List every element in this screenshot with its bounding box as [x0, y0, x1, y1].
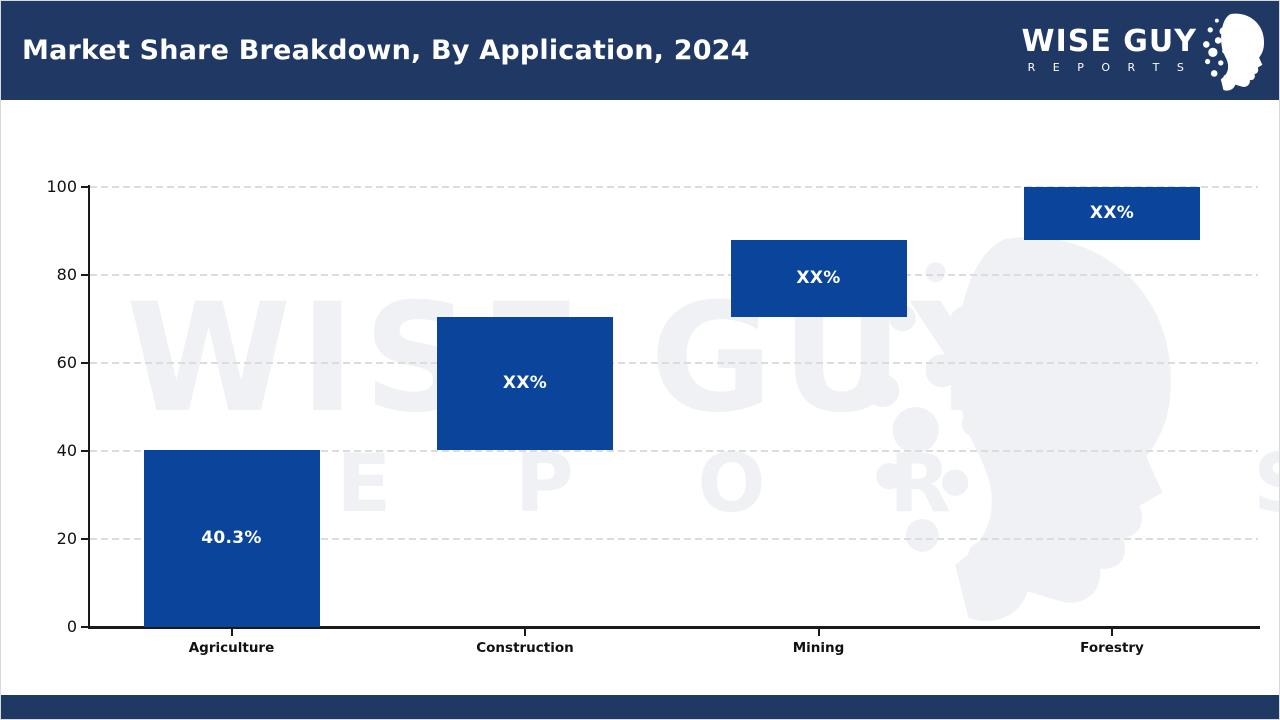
y-tick-label: 80	[56, 265, 77, 284]
x-tick-label: Forestry	[1080, 640, 1144, 656]
brand-subname: R E P O R T S	[1027, 61, 1191, 74]
footer-band	[1, 695, 1279, 719]
brand-logo-text: WISE GUY R E P O R T S	[1021, 24, 1197, 75]
bar-value-label: XX%	[502, 373, 548, 394]
wiseguy-face-icon	[1201, 10, 1267, 92]
bar-forestry: XX%	[1024, 187, 1200, 240]
y-tick-mark	[81, 538, 88, 540]
x-tick-mark	[524, 629, 526, 636]
header-band: Market Share Breakdown, By Application, …	[1, 1, 1280, 100]
y-tick-label: 20	[56, 529, 77, 548]
brand-logo: WISE GUY R E P O R T S	[1021, 10, 1280, 92]
y-tick-mark	[81, 626, 88, 628]
bar-value-label: XX%	[1089, 203, 1135, 224]
gridline	[90, 538, 1258, 540]
bar-value-label: XX%	[796, 268, 841, 289]
watermark-brand-subname: R E P O R T S	[151, 437, 1280, 530]
y-tick-label: 60	[56, 353, 77, 372]
bar-mining: XX%	[730, 239, 907, 317]
x-tick-label: Construction	[476, 640, 574, 656]
brand-name: WISE GUY	[1021, 24, 1197, 59]
bar-value-label: 40.3%	[201, 528, 262, 549]
x-tick-label: Mining	[792, 640, 845, 656]
gridline	[90, 274, 1258, 276]
x-tick-label: Agriculture	[188, 640, 275, 656]
y-tick-mark	[81, 274, 88, 276]
y-axis-spine	[88, 185, 90, 628]
y-tick-mark	[81, 362, 88, 364]
x-axis-spine	[88, 626, 1260, 629]
x-tick-mark	[1111, 629, 1113, 636]
y-tick-label: 40	[56, 441, 77, 460]
bar-construction: XX%	[437, 316, 613, 450]
x-tick-mark	[817, 629, 820, 636]
gridline	[90, 186, 1258, 188]
gridline	[90, 450, 1258, 452]
y-tick-mark	[81, 186, 88, 188]
page-title: Market Share Breakdown, By Application, …	[22, 35, 750, 66]
x-tick-mark	[230, 629, 233, 636]
bar-agriculture: 40.3%	[143, 449, 320, 627]
y-tick-mark	[81, 450, 88, 452]
y-tick-label: 0	[66, 617, 77, 636]
gridline	[90, 362, 1258, 364]
y-tick-label: 100	[46, 177, 77, 196]
